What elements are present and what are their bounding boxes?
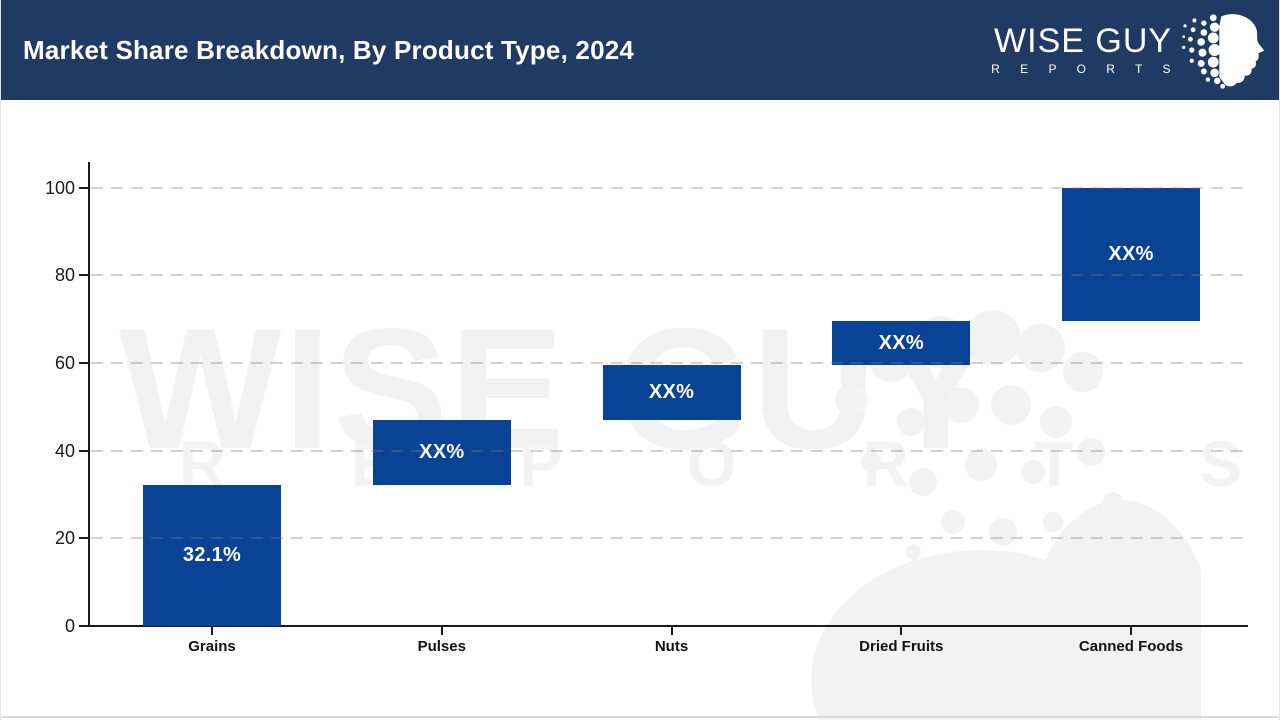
bar-value-label: XX%	[648, 380, 695, 403]
bar-value-label: XX%	[1108, 242, 1154, 265]
y-tick-label: 0	[64, 616, 75, 636]
bar-value-label: XX%	[878, 331, 924, 354]
x-tick-label: Pulses	[417, 638, 466, 655]
watermark-text-wise-guy: WISE GUY	[119, 293, 996, 485]
waterfall-chart: WISE GUY R E P O R T S 32.1% XX% XX% XX% XX%…	[1, 100, 1280, 720]
x-tick-mark	[211, 627, 213, 635]
y-axis-line	[88, 162, 90, 627]
y-tick-label: 100	[44, 177, 75, 198]
header-bar: Market Share Breakdown, By Product Type,…	[1, 0, 1279, 100]
x-tick-label: Grains	[188, 638, 236, 655]
x-tick-label: Canned Foods	[1078, 638, 1184, 655]
x-tick-mark	[900, 627, 903, 635]
bar-dried-fruits: XX%	[832, 321, 971, 366]
gridline	[91, 186, 1249, 189]
y-tick-mark	[79, 537, 88, 540]
gridline	[91, 537, 1249, 540]
logo-text: WISE GUY R E P O R T S	[987, 24, 1179, 76]
y-tick-label: 80	[54, 265, 75, 286]
wise-guy-logo: WISE GUY R E P O R T S	[987, 0, 1267, 100]
x-tick-label: Dried Fruits	[859, 638, 944, 655]
logo-name: WISE GUY	[994, 22, 1173, 60]
y-tick-label: 20	[54, 528, 75, 549]
bar-value-label: 32.1%	[182, 544, 242, 567]
y-tick-mark	[79, 449, 88, 452]
bar-canned-foods: XX%	[1062, 187, 1200, 322]
y-tick-mark	[79, 361, 88, 364]
bar-value-label: XX%	[419, 441, 465, 464]
gridline	[91, 449, 1249, 452]
x-tick-mark	[670, 627, 673, 635]
x-tick-mark	[1130, 627, 1132, 635]
logo-subtitle: R E P O R T S	[991, 62, 1179, 76]
bar-grains: 32.1%	[143, 485, 281, 626]
y-tick-mark	[79, 625, 88, 627]
watermark-text-reports: R E P O R T S	[179, 428, 1280, 500]
dotted-face-profile-icon	[1182, 14, 1265, 89]
x-tick-mark	[440, 627, 443, 635]
y-tick-label: 40	[54, 440, 75, 461]
bottom-divider	[1, 716, 1279, 718]
gridline	[91, 274, 1249, 277]
bar-nuts: XX%	[602, 365, 741, 420]
page-title: Market Share Breakdown, By Product Type,…	[23, 34, 635, 65]
y-tick-label: 60	[54, 352, 75, 373]
bar-pulses: XX%	[372, 419, 511, 486]
x-tick-label: Nuts	[654, 638, 689, 655]
x-axis-line	[88, 625, 1248, 627]
y-tick-mark	[79, 186, 88, 189]
y-tick-mark	[79, 274, 88, 277]
gridline	[91, 361, 1249, 364]
